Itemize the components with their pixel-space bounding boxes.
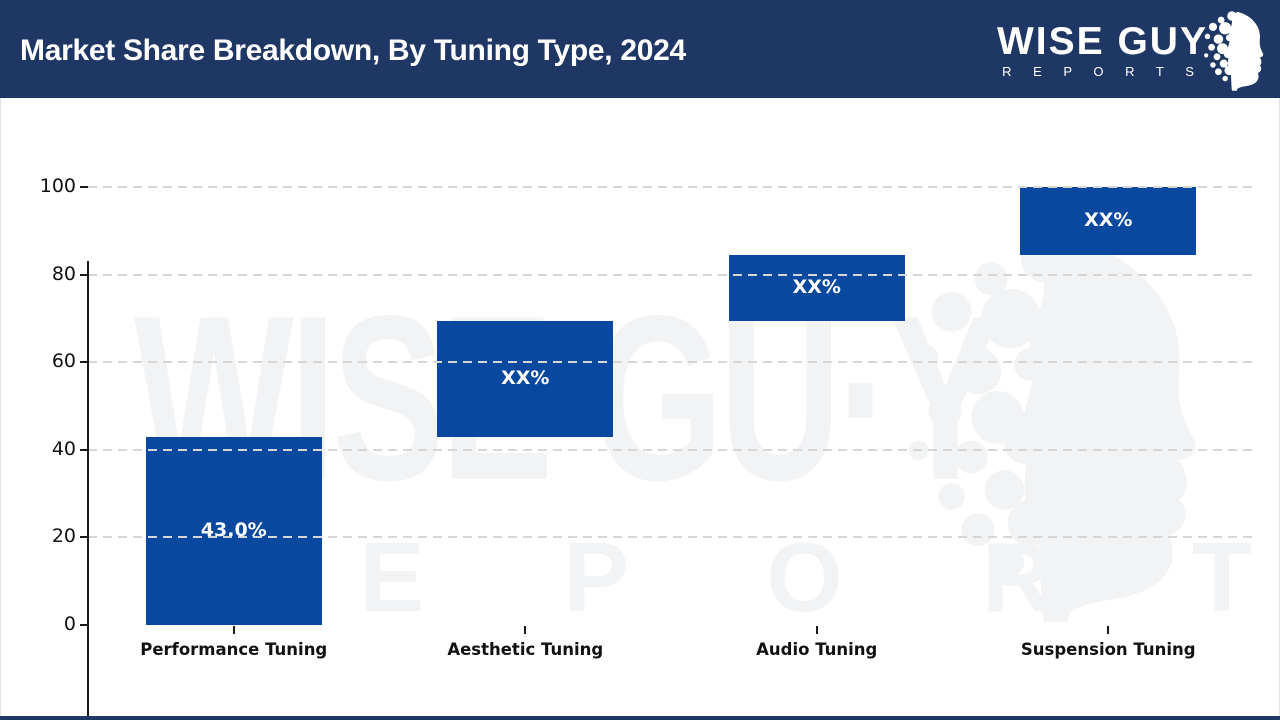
y-tick-mark-100 [80, 186, 88, 188]
y-tick-mark-80 [80, 273, 88, 276]
y-tick-label-100: 100 [39, 175, 76, 197]
brand-logo: WISE GUY R E P O R T S [997, 8, 1266, 92]
y-tick-label-20: 20 [51, 525, 76, 548]
y-tick-label-40: 40 [51, 437, 76, 460]
y-axis-line [87, 261, 89, 717]
bar-performance-tuning [145, 436, 322, 625]
x-tick-mark-2 [524, 626, 527, 634]
bar-suspension-tuning [1020, 187, 1197, 255]
brand-name: WISE GUY [996, 19, 1208, 63]
x-tick-label-1: Performance Tuning [140, 640, 328, 659]
gridline-y-100 [88, 186, 1254, 188]
y-tick-mark-40 [80, 448, 88, 451]
x-tick-mark-3 [815, 626, 818, 634]
y-tick-mark-0 [80, 624, 88, 626]
bar-value-label: XX% [501, 366, 550, 389]
watermark-head-graphic [908, 235, 1196, 622]
y-tick-label-60: 60 [51, 350, 76, 373]
brand-wordmark: WISE GUY R E P O R T S [997, 22, 1208, 79]
gridline-y-20 [88, 536, 1254, 539]
y-tick-mark-20 [80, 536, 88, 539]
x-tick-label-4: Suspension Tuning [1020, 640, 1196, 659]
bar-value-label: XX% [1084, 208, 1133, 231]
bar-value-label: XX% [792, 275, 841, 298]
brand-head-icon [1204, 11, 1264, 91]
header: Market Share Breakdown, By Tuning Type, … [0, 0, 1280, 98]
brand-subtitle: R E P O R T S [1002, 63, 1203, 79]
chart-canvas: WISE GU·Y R E P O R T S 02040608010043.0… [0, 98, 1280, 717]
y-tick-mark-60 [80, 361, 88, 364]
bar-aesthetic-tuning [437, 320, 614, 437]
gridline-y-60 [88, 361, 1254, 364]
x-tick-label-3: Audio Tuning [756, 640, 878, 659]
gridline-y-40 [88, 448, 1254, 451]
page-title: Market Share Breakdown, By Tuning Type, … [20, 34, 686, 67]
x-tick-label-2: Aesthetic Tuning [447, 640, 604, 659]
bar-audio-tuning [728, 254, 905, 321]
x-tick-mark-1 [232, 626, 235, 634]
bar-value-label: 43.0% [200, 518, 267, 541]
x-tick-mark-4 [1107, 626, 1110, 634]
y-tick-label-0: 0 [63, 613, 76, 635]
y-tick-label-80: 80 [51, 262, 76, 285]
gridline-y-80 [88, 273, 1254, 276]
footer-strip [0, 716, 1280, 720]
